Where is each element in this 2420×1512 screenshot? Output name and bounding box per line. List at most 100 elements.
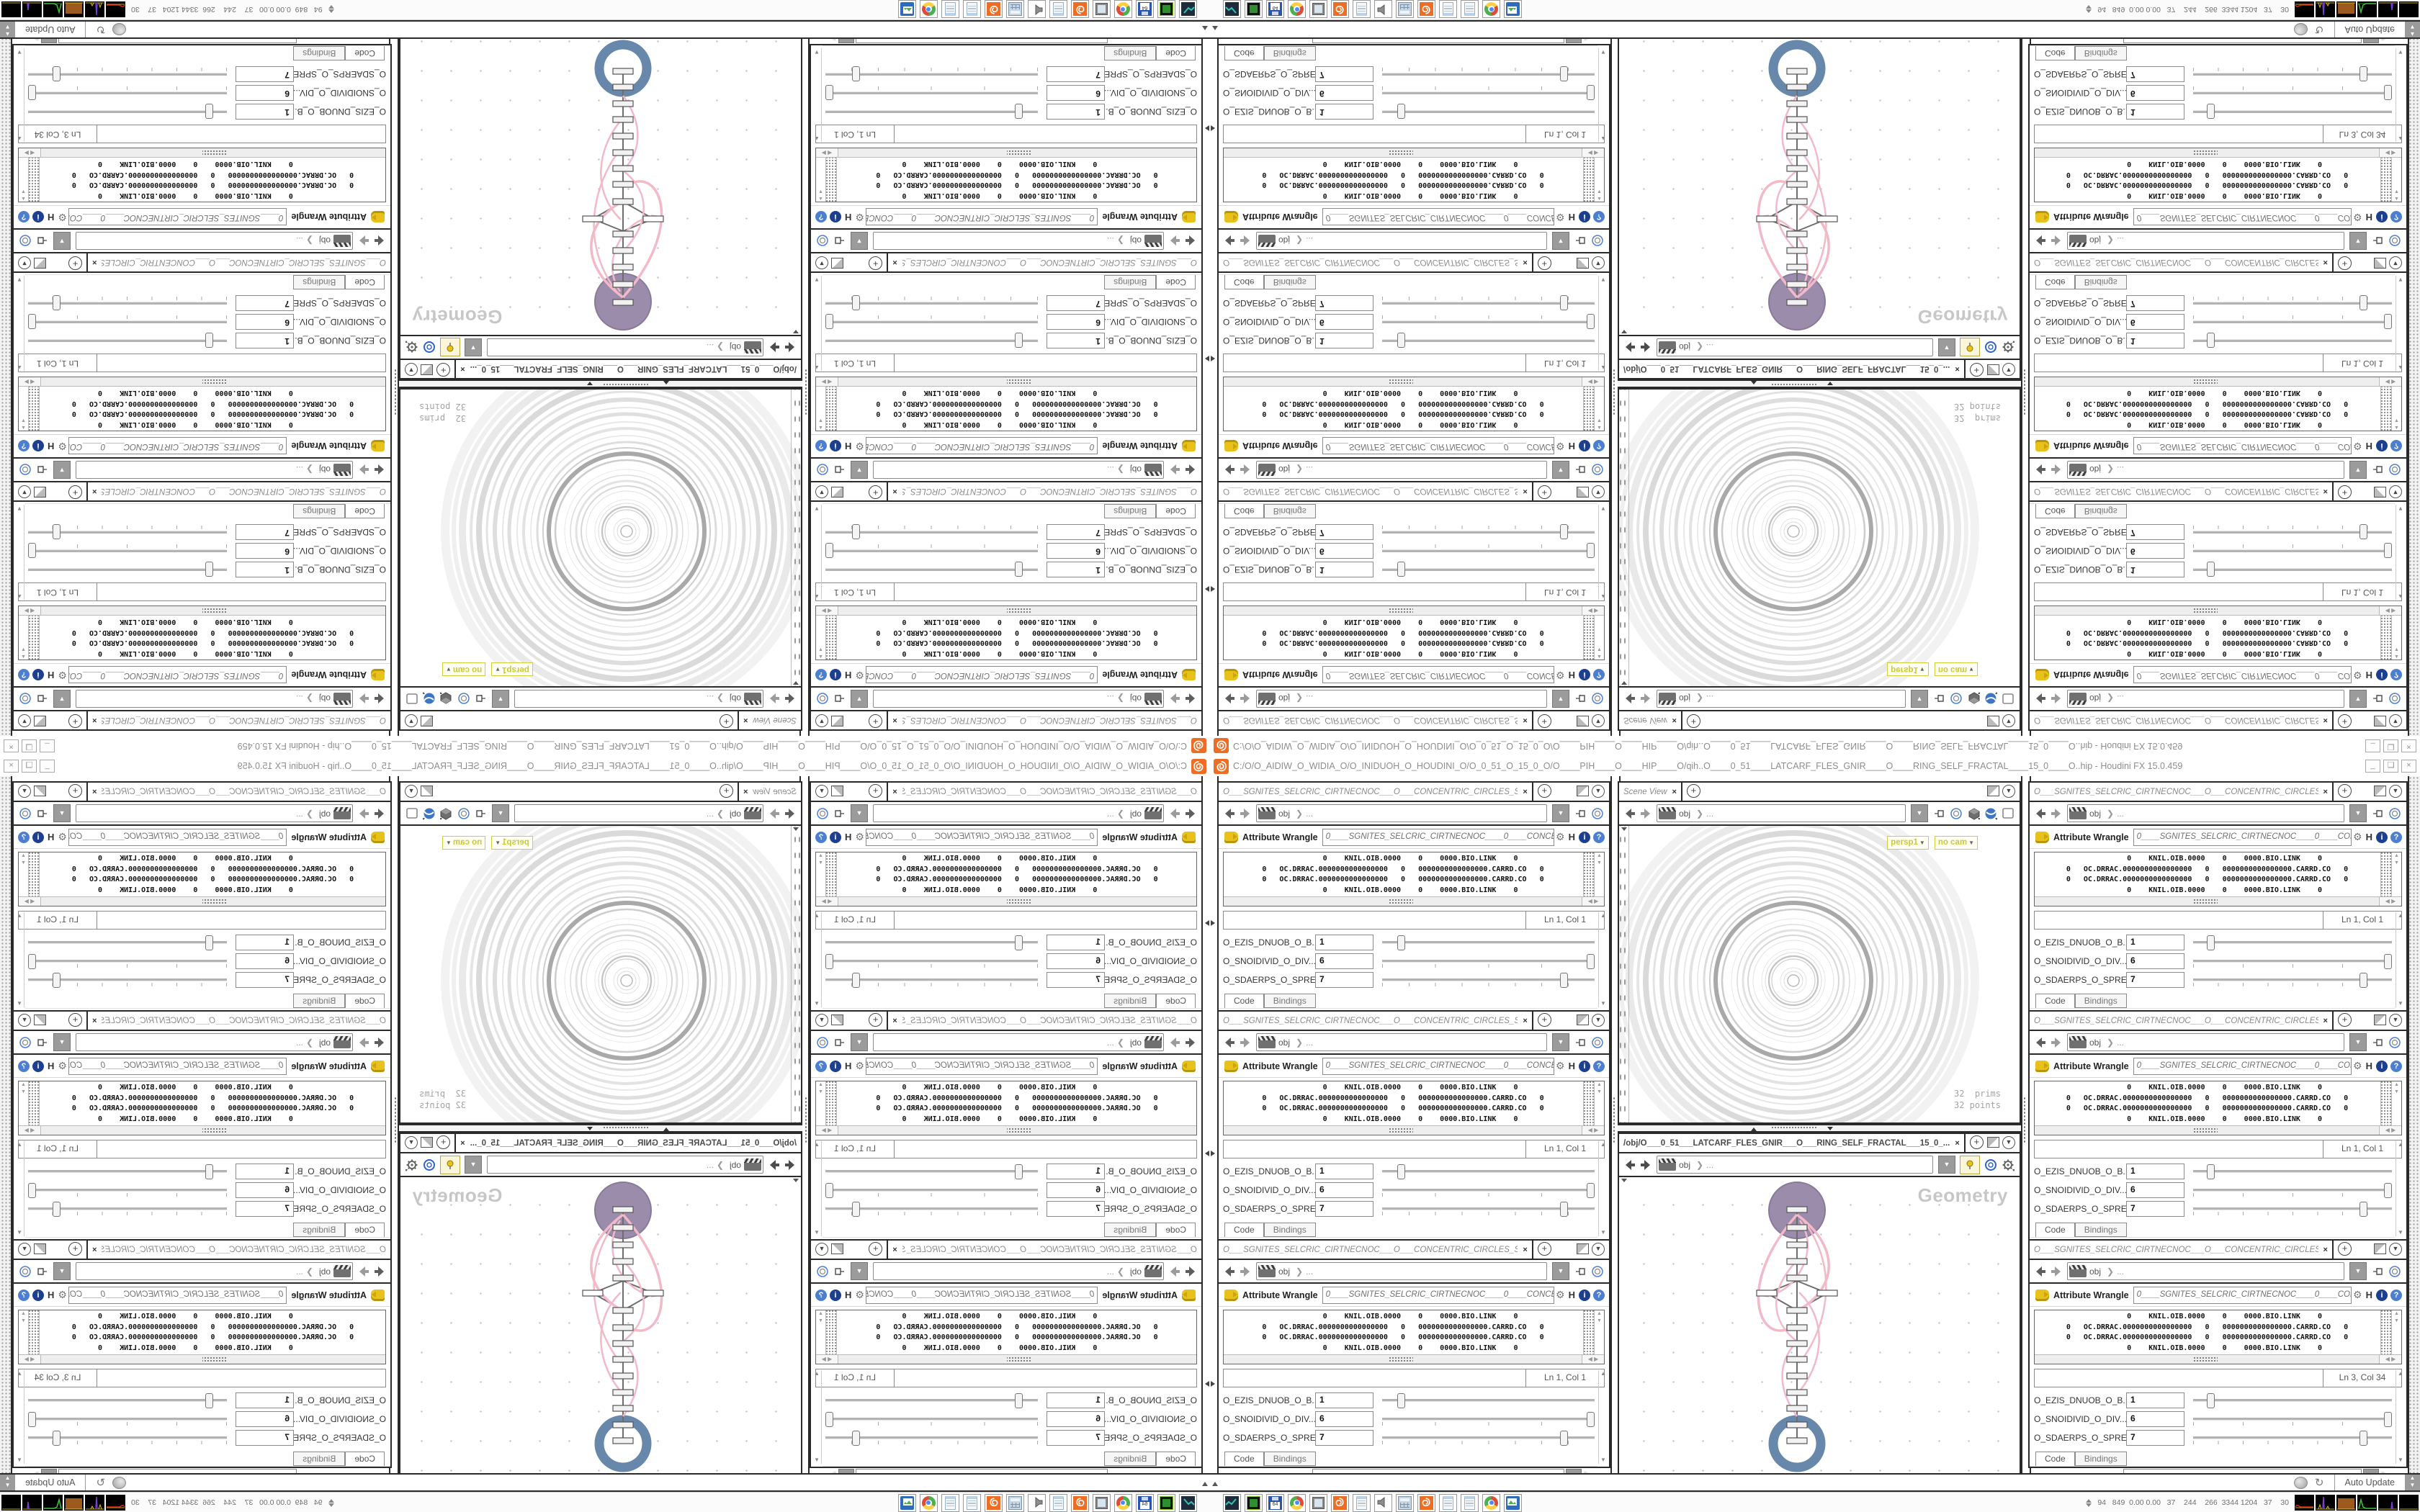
param-slider[interactable]: [2193, 1411, 2393, 1427]
pane-maximize-icon[interactable]: [1987, 1137, 1999, 1148]
help-icon[interactable]: ?: [2390, 440, 2402, 452]
breadcrumb-more[interactable]: ...: [1706, 808, 1714, 819]
tab-code[interactable]: Code: [2035, 1223, 2075, 1237]
gear-icon[interactable]: ⚙: [855, 670, 864, 681]
vex-code-editor[interactable]: 0 KNIL.OIB.0000 0 0000.BIO.LINK 0 0 OC.D…: [815, 377, 1197, 431]
minimize-button[interactable]: _: [2365, 760, 2380, 773]
pane-corner-menu-icon[interactable]: [793, 678, 799, 685]
new-tab-icon[interactable]: +: [68, 256, 83, 270]
snippet-input[interactable]: [97, 125, 385, 143]
remote-desktop-icon[interactable]: [1309, 0, 1327, 19]
code-hscrollbar[interactable]: [1224, 1125, 1582, 1135]
panel-scrollbar[interactable]: ▲ ▼: [812, 912, 822, 1007]
param-value-field[interactable]: 6: [2126, 85, 2184, 101]
scene-view-tab[interactable]: Scene View ×: [1619, 711, 1682, 729]
breadcrumb[interactable]: obj ❯ ...: [1256, 804, 1547, 822]
pin-icon[interactable]: [2371, 807, 2384, 820]
param-value-field[interactable]: 6: [2126, 314, 2184, 330]
back-icon[interactable]: [1184, 464, 1197, 476]
pane-menu-icon[interactable]: ▼: [1592, 256, 1605, 269]
tab-bindings[interactable]: Bindings: [2074, 1452, 2127, 1466]
param-value-field[interactable]: 1: [236, 1392, 294, 1408]
new-tab-icon[interactable]: +: [436, 363, 451, 377]
code-scroll-arrows[interactable]: ▲ ▼: [1594, 852, 1604, 896]
breadcrumb[interactable]: obj ❯ ...: [76, 1262, 353, 1280]
pane-menu-icon[interactable]: ▼: [18, 485, 31, 498]
radial-menu-icon[interactable]: [457, 693, 470, 706]
pane-tab[interactable]: O___SGNITES_SELCRIC_CIRTNECNOC___O___CON…: [2030, 783, 2334, 801]
param-slider[interactable]: [28, 1392, 227, 1408]
help-icon[interactable]: ?: [815, 1060, 827, 1072]
pane-menu-icon[interactable]: ▼: [2002, 714, 2015, 727]
pane-maximize-icon[interactable]: [421, 1137, 433, 1148]
notepad-icon[interactable]: [1461, 1493, 1479, 1512]
back-icon[interactable]: [1184, 235, 1197, 247]
notepad-icon[interactable]: [1439, 0, 1457, 19]
slider-handle[interactable]: [2207, 333, 2215, 348]
pane-maximize-icon[interactable]: [2374, 1014, 2386, 1025]
param-slider[interactable]: [825, 1392, 1038, 1408]
chrome-icon[interactable]: [1288, 1493, 1306, 1512]
hscript-icon[interactable]: H: [845, 832, 852, 842]
tab-code[interactable]: Code: [1156, 1452, 1196, 1466]
breadcrumb[interactable]: obj ❯ ...: [487, 338, 763, 356]
param-slider[interactable]: [825, 524, 1038, 540]
slider-handle[interactable]: [1015, 935, 1023, 950]
snippet-input[interactable]: [1224, 125, 1525, 143]
breadcrumb-more[interactable]: ...: [2117, 1037, 2125, 1048]
slider-handle[interactable]: [1397, 104, 1405, 119]
code-hscrollbar[interactable]: [40, 148, 385, 158]
help-icon[interactable]: ?: [815, 440, 827, 452]
vex-code-editor[interactable]: 0 KNIL.OIB.0000 0 0000.BIO.LINK 0 0 OC.D…: [2034, 606, 2402, 660]
context-label[interactable]: obj: [318, 235, 331, 246]
pane-menu-icon[interactable]: ▼: [815, 485, 828, 498]
back-icon[interactable]: [373, 1037, 386, 1048]
tab-code[interactable]: Code: [1156, 504, 1196, 518]
code-scroll-grip[interactable]: [29, 852, 40, 896]
vex-code-text[interactable]: 0 KNIL.OIB.0000 0 0000.BIO.LINK 0 0 OC.D…: [876, 855, 1158, 894]
pane-maximize-icon[interactable]: [421, 716, 433, 726]
memory-icon[interactable]: [2293, 1476, 2308, 1489]
hscript-icon[interactable]: H: [2365, 212, 2372, 222]
tab-bindings[interactable]: Bindings: [293, 504, 346, 518]
nav-dropdown-icon[interactable]: ▼: [465, 338, 482, 356]
code-scroll-arrows[interactable]: ▲ ▼: [1594, 1081, 1604, 1125]
tab-bindings[interactable]: Bindings: [1104, 275, 1157, 289]
param-value-field[interactable]: 7: [1047, 66, 1105, 82]
radial-menu-icon[interactable]: [2388, 807, 2401, 820]
forward-icon[interactable]: [1239, 693, 1252, 705]
nav-dropdown-icon[interactable]: ▼: [1911, 804, 1928, 822]
breadcrumb-more[interactable]: ...: [1306, 1037, 1314, 1048]
gear-icon[interactable]: ⚙: [2353, 831, 2362, 842]
vex-code-editor[interactable]: 0 KNIL.OIB.0000 0 0000.BIO.LINK 0 0 OC.D…: [2034, 1310, 2402, 1364]
refresh-icon[interactable]: ↻: [96, 23, 106, 36]
tab-bindings[interactable]: Bindings: [293, 46, 346, 60]
code-scroll-grip[interactable]: [826, 616, 837, 660]
vex-code-editor[interactable]: 0 KNIL.OIB.0000 0 0000.BIO.LINK 0 0 OC.D…: [2034, 1081, 2402, 1135]
nav-dropdown-icon[interactable]: ▼: [851, 804, 868, 822]
back-icon[interactable]: [1184, 693, 1197, 705]
scene-view-tab[interactable]: Scene View ×: [1619, 783, 1682, 801]
tab-code[interactable]: Code: [1224, 1452, 1264, 1466]
vex-code-text[interactable]: 0 KNIL.OIB.0000 0 0000.BIO.LINK 0 0 OC.D…: [2066, 1313, 2349, 1352]
radial-menu-icon[interactable]: [2388, 1265, 2401, 1278]
auto-update-label[interactable]: Auto Update: [2344, 1477, 2396, 1488]
code-hscrollbar[interactable]: [838, 896, 1196, 906]
hscroll-grip[interactable]: [2193, 1356, 2218, 1362]
forward-icon[interactable]: [768, 1159, 781, 1171]
panel-scrollbar[interactable]: ▲ ▼: [1598, 48, 1608, 142]
nav-dropdown-icon[interactable]: ▼: [53, 690, 71, 708]
slider-handle[interactable]: [825, 314, 833, 329]
pane-maximize-icon[interactable]: [831, 1243, 843, 1254]
tab-close-icon[interactable]: ×: [1672, 787, 1677, 796]
hscroll-arrows[interactable]: ◀ ▶: [1582, 377, 1604, 387]
pane-divider[interactable]: [1618, 379, 2021, 388]
system-monitor-icon[interactable]: [1179, 1493, 1197, 1512]
nav-dropdown-icon[interactable]: ▼: [465, 1156, 482, 1174]
snippet-input[interactable]: [2035, 912, 2323, 929]
param-slider[interactable]: [28, 1201, 227, 1217]
breadcrumb-more[interactable]: ...: [295, 464, 303, 475]
pane-menu-icon[interactable]: ▼: [1592, 485, 1605, 498]
back-icon[interactable]: [1223, 1037, 1236, 1048]
nav-dropdown-icon[interactable]: ▼: [1911, 690, 1928, 708]
